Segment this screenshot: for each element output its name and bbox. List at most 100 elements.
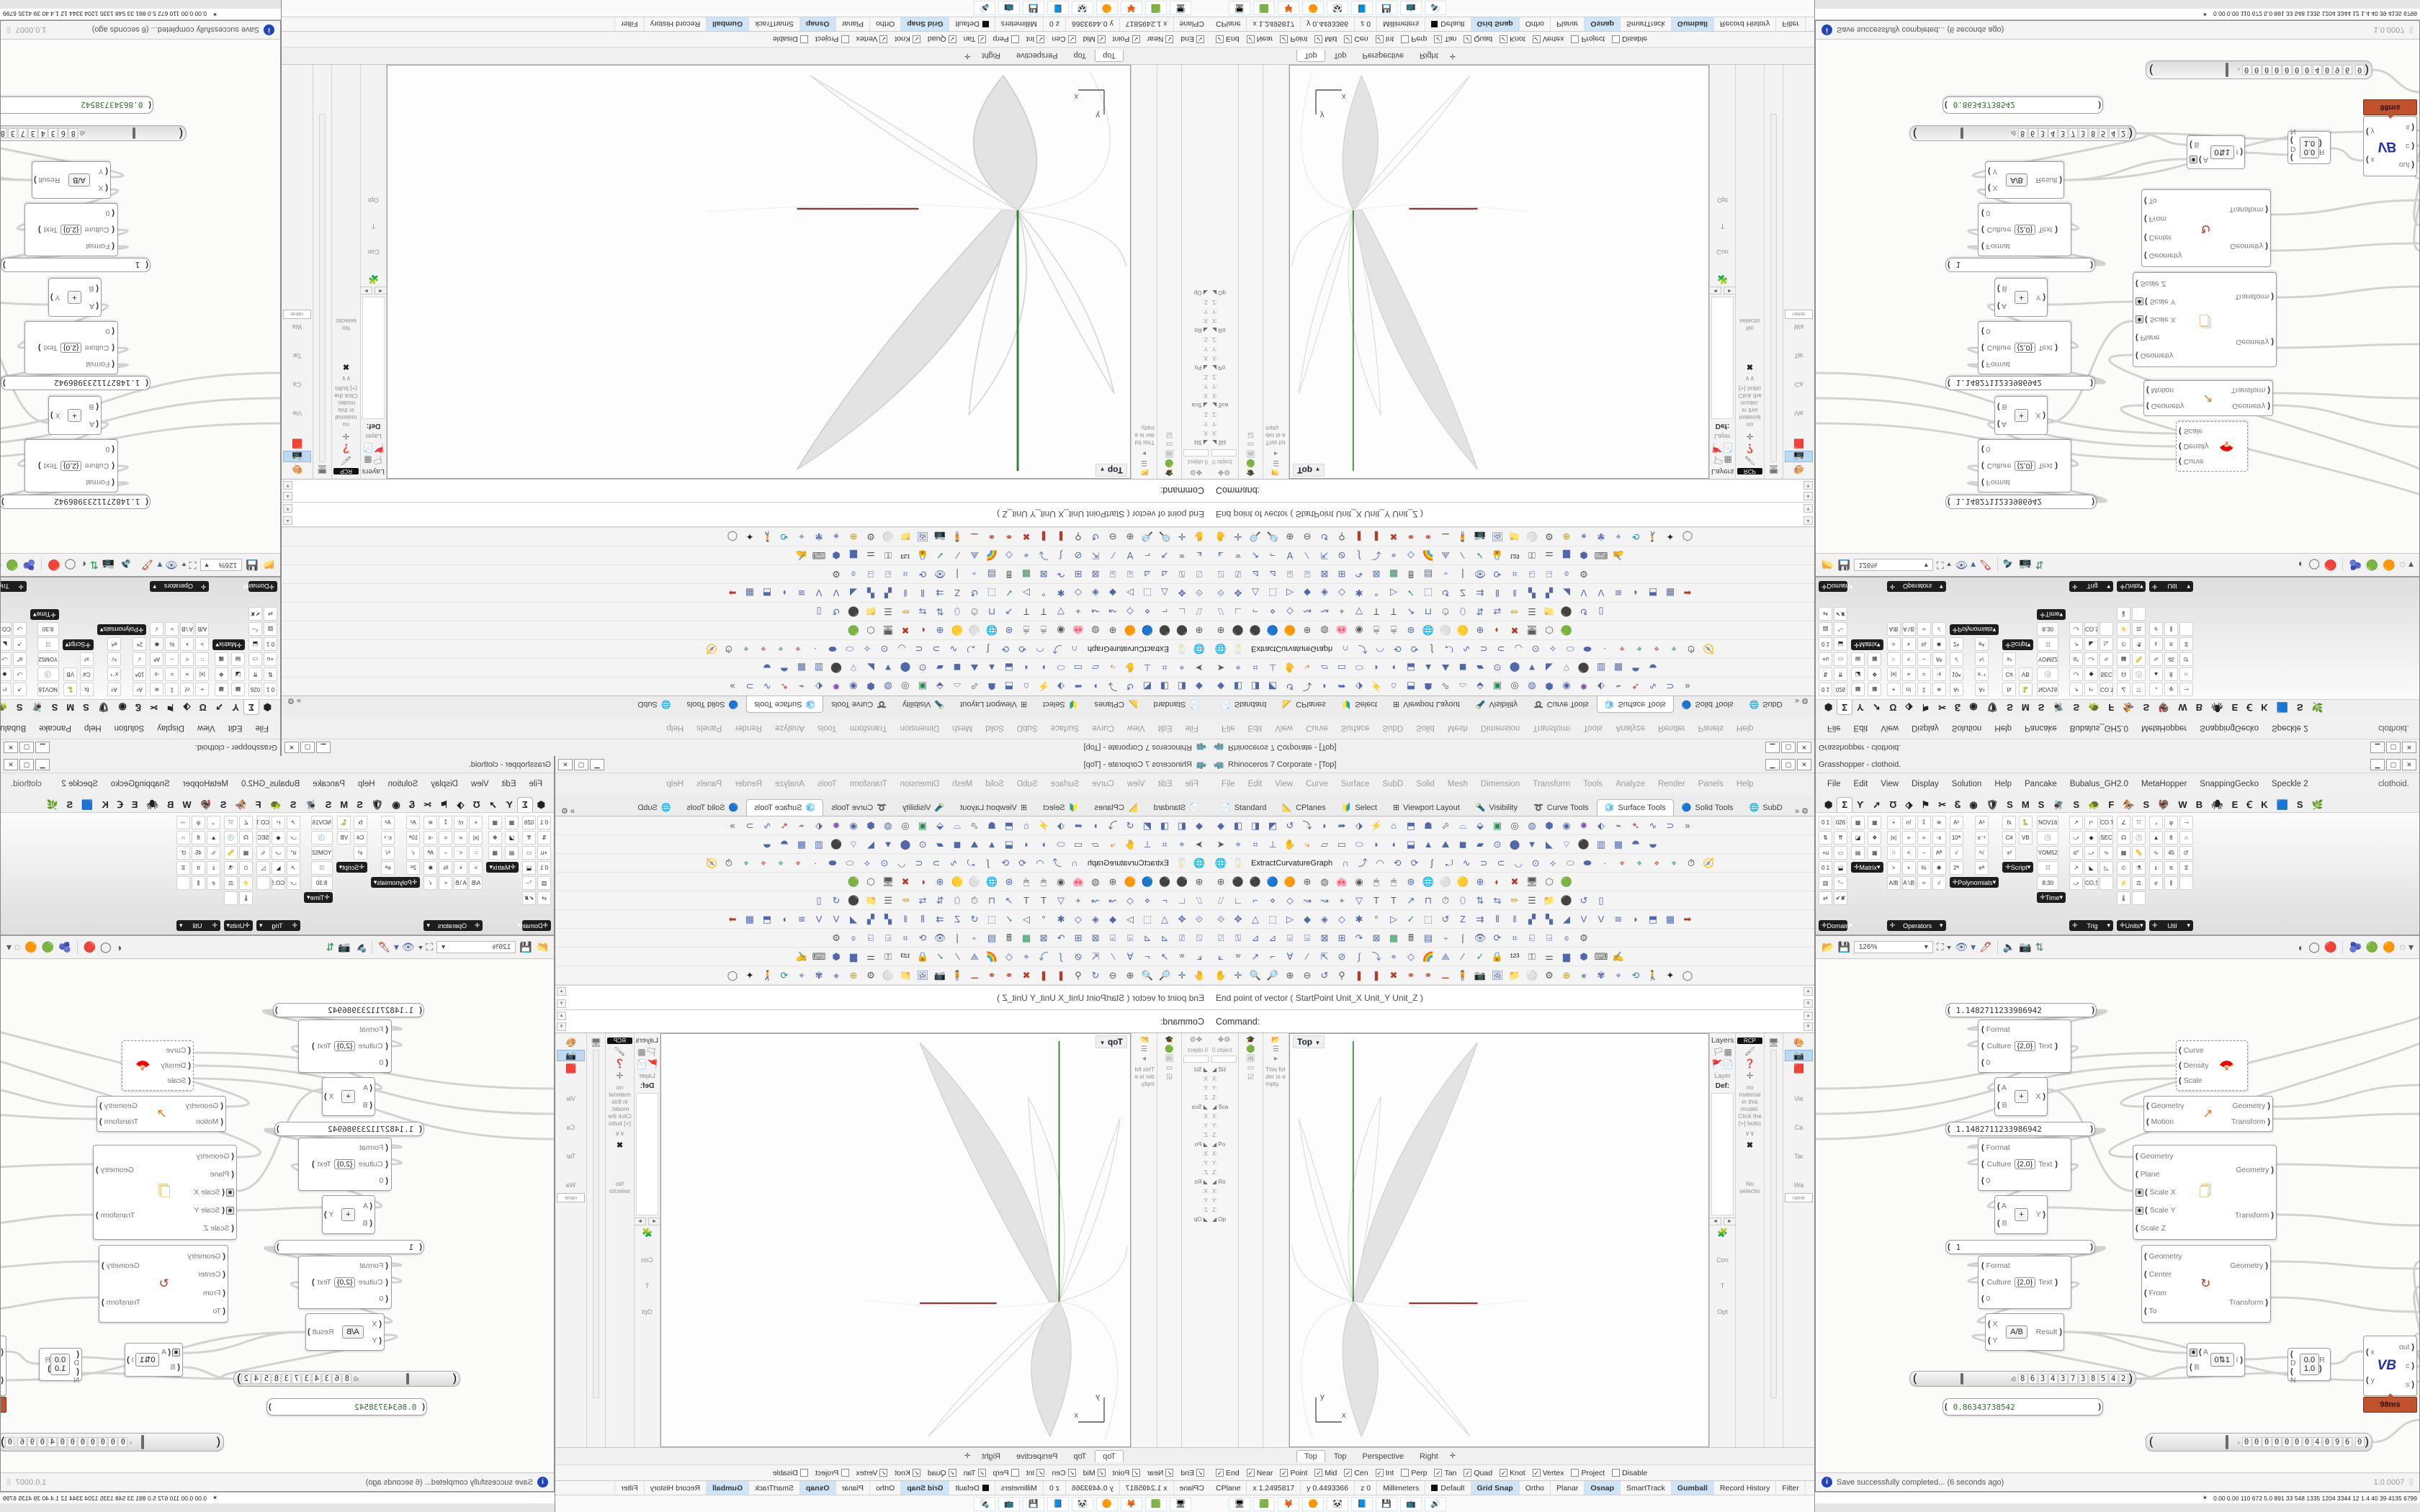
palette-component-icon[interactable]: ▭	[1834, 846, 1847, 860]
toolbar-icon[interactable]: ▷	[1286, 588, 1294, 599]
gh-plugin-tab[interactable]: S	[2038, 799, 2045, 810]
toolbar-icon[interactable]: ✸	[1579, 819, 1588, 831]
viewport-label-caret[interactable]: ▼	[1099, 1040, 1106, 1046]
toolbar-icon[interactable]: ◧	[1233, 819, 1243, 831]
toolbar-icon[interactable]: ➡	[728, 588, 737, 599]
toolbar-icon[interactable]: ⊖	[1303, 531, 1312, 543]
toolbar-icon[interactable]: ⬖	[815, 681, 823, 693]
toolbar-icon[interactable]: ◍	[1320, 625, 1329, 636]
gh-preview-icon[interactable]: ◯	[2308, 559, 2320, 571]
toolbar-icon[interactable]: ∟	[1233, 894, 1243, 906]
toolbar-icon[interactable]: ⊕	[1562, 969, 1571, 981]
menu-item-subd[interactable]: SubD	[1382, 780, 1404, 788]
toolbar-icon[interactable]: ∩	[1071, 857, 1078, 868]
toolbar-icon[interactable]: ◗	[1093, 819, 1098, 831]
gh-view-icon[interactable]: 👁 ▾	[1955, 941, 1976, 953]
toolbar-icon[interactable]: »	[730, 819, 735, 831]
toolbar-icon[interactable]: ⊠	[1091, 932, 1100, 943]
toolbar-icon[interactable]: 🌈	[985, 550, 998, 562]
toolbar-icon[interactable]: 🔍	[1158, 531, 1171, 543]
toolbar-icon[interactable]: ⚌	[866, 550, 875, 562]
toolbar-icon[interactable]: T	[1041, 894, 1047, 906]
gh-operator-component[interactable]: ( A( B + X )	[1994, 1077, 2048, 1116]
menu-item-curve[interactable]: Curve	[1306, 780, 1328, 788]
monitor-icon[interactable]: 🖥	[1767, 1038, 1780, 1048]
toolbar-icon[interactable]: ⌂	[1391, 819, 1397, 831]
gh-plugin-tab[interactable]: 🏇	[2123, 702, 2135, 713]
palette-component-icon[interactable]: A/B	[469, 876, 483, 890]
toolbar-icon[interactable]: ⤾	[1445, 857, 1453, 868]
toolbar-icon[interactable]: ⚹	[1581, 531, 1587, 543]
toolbar-icon[interactable]: 🟢	[847, 876, 860, 887]
palette-component-icon[interactable]: x²	[2002, 652, 2017, 666]
toolbar-icon[interactable]: ⌁	[1615, 681, 1621, 693]
palette-component-icon[interactable]: 2ᴬ	[1949, 861, 1963, 875]
palette-component-icon[interactable]: ⤻	[2084, 652, 2099, 666]
palette-component-icon[interactable]: 8	[2164, 831, 2179, 845]
gh-plugin-tab[interactable]: S	[66, 799, 73, 810]
toolbar-icon[interactable]: ◇	[1126, 894, 1134, 906]
gh-plugin-tab[interactable]: 🟦	[81, 799, 94, 810]
toolbar-icon[interactable]: ⊥	[1143, 662, 1152, 674]
toolbar-icon[interactable]: ≋	[797, 913, 806, 924]
gh-selection-icon[interactable]: ◌ ▾	[2399, 941, 2414, 953]
taskbar-app-icon[interactable]: 💾	[1023, 1, 1044, 16]
palette-component-icon[interactable]: rᶜ	[271, 816, 285, 829]
properties-section-label[interactable]: Vie	[292, 410, 302, 417]
gh-plugin-tab[interactable]: 🐢	[1, 700, 12, 714]
taskbar-app-icon[interactable]: 🐼	[1327, 1, 1348, 16]
properties-section-label[interactable]: Tar	[566, 1153, 575, 1160]
toolbar-tab-viewport-layout[interactable]: ⊞ Viewport Layout	[960, 700, 1028, 709]
folder-panel-icon[interactable]: ☰	[1273, 1045, 1279, 1053]
toolbar-icon[interactable]: ☗	[1424, 819, 1433, 831]
toolbar-icon[interactable]: ⊙	[1493, 838, 1502, 850]
status-cell-ortho[interactable]: Ortho	[1519, 17, 1551, 31]
gh-operator-component[interactable]: ( A( B + Y )	[322, 1195, 375, 1234]
gh-view-icon[interactable]: ⛶ ▾	[1936, 559, 1952, 571]
palette-component-icon[interactable]: φ	[191, 816, 205, 829]
toolbar-icon[interactable]: ⍄	[1110, 569, 1116, 580]
gh-menu-item-display[interactable]: Display	[1912, 724, 1939, 732]
palette-component-icon[interactable]: −	[165, 652, 179, 666]
toolbar-icon[interactable]: ◆	[1196, 681, 1203, 693]
toolbar-icon[interactable]: ⬖	[1597, 819, 1605, 831]
toolbar-icon[interactable]: °	[1374, 588, 1379, 599]
minimize-button[interactable]: ▁	[1765, 742, 1780, 754]
toolbar-icon[interactable]: ⫴	[1495, 588, 1500, 599]
checkbox[interactable]: ✓	[1375, 1469, 1384, 1477]
toolbar-icon[interactable]: ⬭	[1057, 838, 1065, 850]
toolbar-icon[interactable]: +	[1339, 606, 1345, 618]
toolbar-icon[interactable]: ⬚	[1142, 913, 1152, 924]
toolbar-icon[interactable]: 🖥	[882, 876, 895, 887]
palette-component-icon[interactable]: ⚖	[223, 876, 238, 890]
gh-plugin-tab[interactable]: 🦃	[2158, 799, 2170, 810]
gh-shading-icon[interactable]: 🟠	[2383, 941, 2396, 953]
palette-group-label[interactable]: ✛ Matrix ▾	[1851, 639, 1883, 650]
palette-component-icon[interactable]: C#	[2002, 667, 2017, 681]
toolbar-icon[interactable]: ➦	[1337, 681, 1346, 693]
checkbox[interactable]: ✓	[1344, 1469, 1353, 1477]
toolbar-icon[interactable]: ▥	[814, 662, 824, 674]
toolbar-icon[interactable]: ⚫	[1158, 876, 1171, 887]
toolbar-icon[interactable]: ◍	[1528, 681, 1536, 693]
toolbar-icon[interactable]: ⤴	[1358, 857, 1368, 868]
toolbar-icon[interactable]: ⌖	[1179, 662, 1185, 674]
boxedit-row[interactable]: ◢ Sca	[1191, 1104, 1208, 1110]
toolbar-icon[interactable]: 📷	[1474, 531, 1487, 543]
toolbar-icon[interactable]: ◈	[1321, 588, 1328, 599]
gh-panel-capsule[interactable]: (1)	[274, 1240, 424, 1254]
status-cell-filter[interactable]: Filter	[1776, 1481, 1806, 1495]
gh-operator-component[interactable]: ( A( B + X )	[322, 1077, 375, 1116]
toolbar-icon[interactable]: ◇	[1286, 894, 1294, 906]
gh-shading-icon[interactable]: 🫐	[58, 941, 71, 953]
osnap-option-project[interactable]: Project	[815, 1469, 849, 1477]
toolbar-icon[interactable]: ◐	[920, 625, 926, 636]
gh-operator-component[interactable]: ✱( A( B 0⇅1 I )	[2187, 1343, 2245, 1377]
toolbar-icon[interactable]: ◧	[1233, 681, 1243, 693]
gh-display-icon[interactable]: 🔈	[2002, 559, 2016, 571]
palette-group-label[interactable]: ✛ Polynomials ▾	[97, 624, 147, 635]
toolbar-icon[interactable]: 🖼	[916, 969, 929, 981]
toolbar-icon[interactable]: ⚡	[1037, 681, 1050, 693]
command-history[interactable]: End point of vector ( StartPoint Unit_X …	[1210, 502, 1814, 526]
toolbar-icon[interactable]: ⌖	[743, 857, 749, 868]
